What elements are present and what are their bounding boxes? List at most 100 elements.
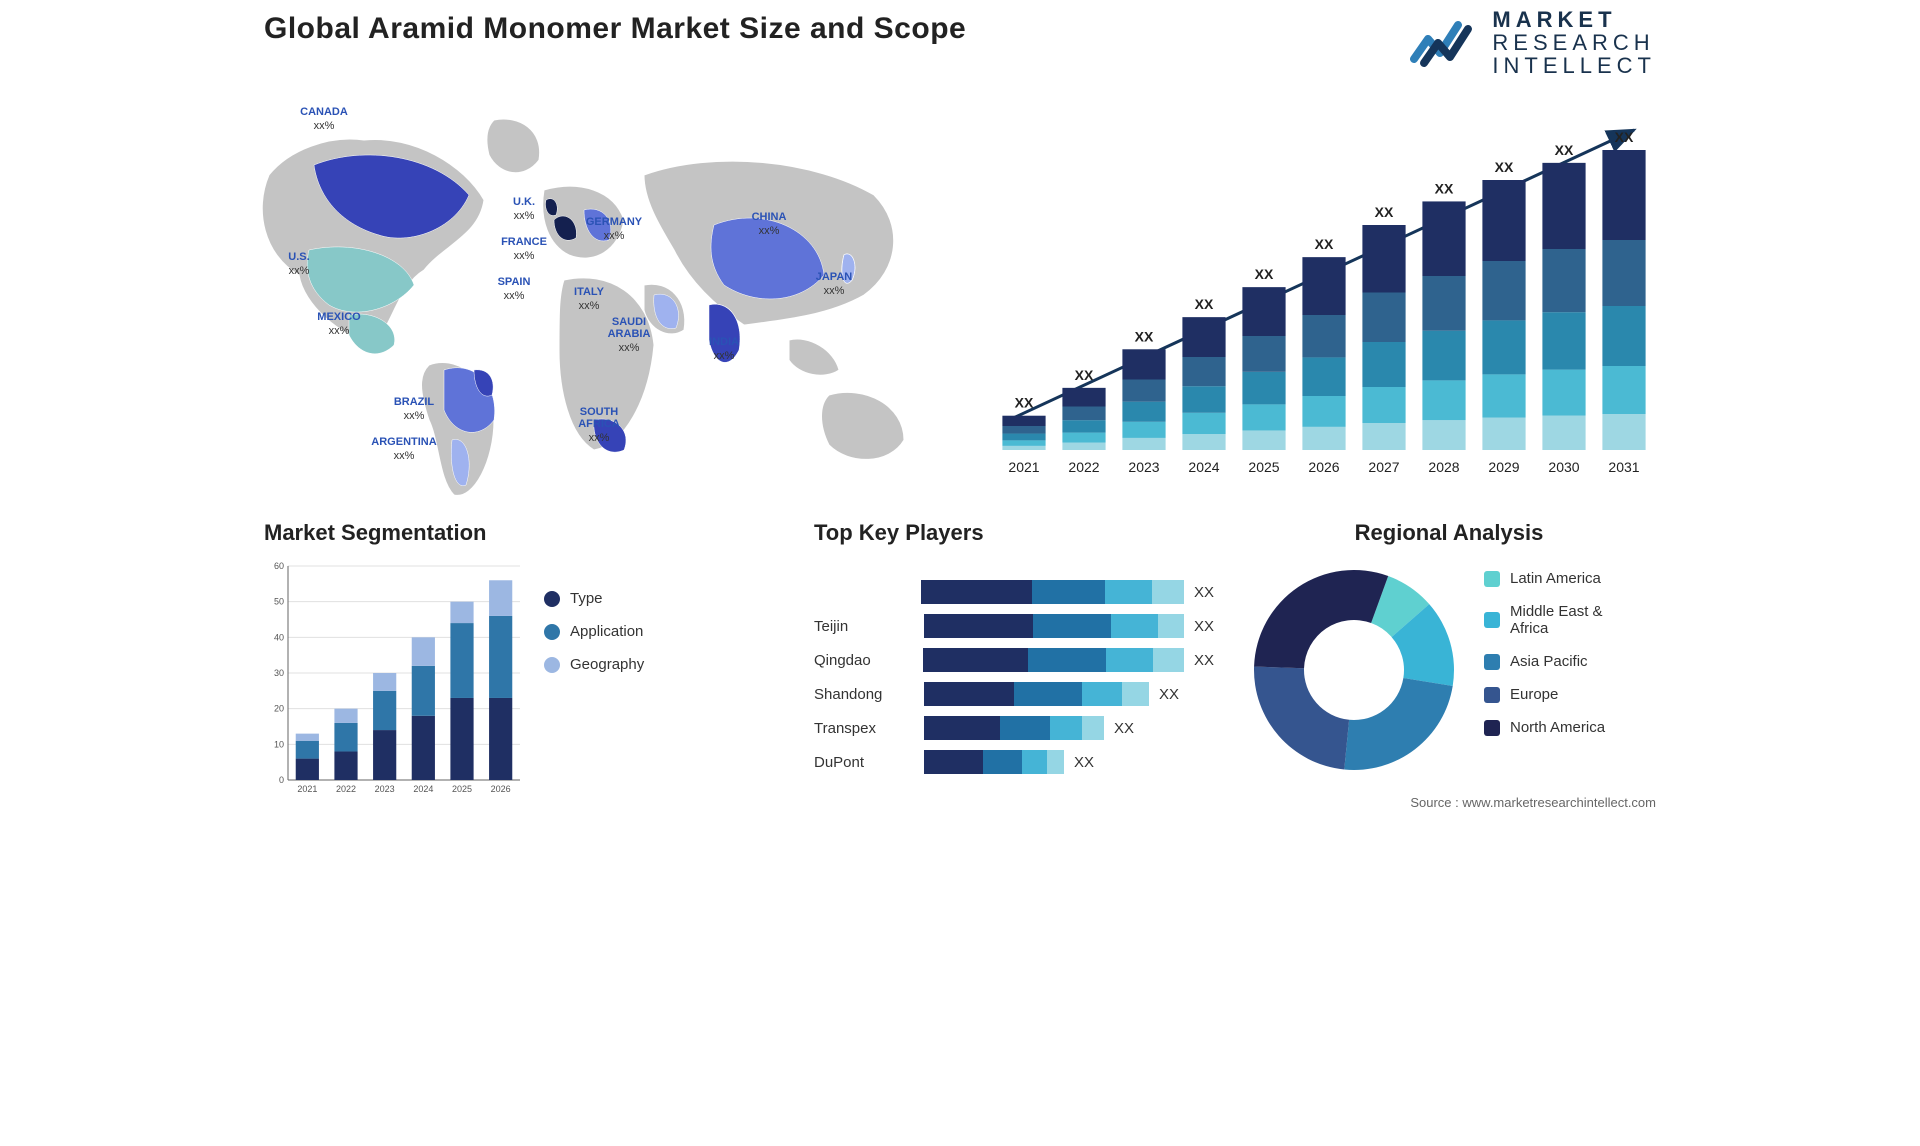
seg-bar-2025-application [450, 623, 473, 698]
legend-swatch [1484, 720, 1500, 736]
svg-text:CHINA: CHINA [752, 211, 787, 223]
svg-text:MEXICO: MEXICO [317, 311, 361, 323]
svg-text:XX: XX [1375, 204, 1394, 220]
growth-bar-2031-seg3 [1602, 240, 1645, 306]
svg-text:xx%: xx% [504, 290, 525, 302]
player-value: XX [1159, 686, 1179, 703]
svg-text:2024: 2024 [1188, 459, 1219, 475]
growth-bar-2022-seg3 [1062, 407, 1105, 421]
logo-line1: MARKET [1492, 8, 1656, 31]
regional-donut-svg [1244, 560, 1464, 780]
player-row-top: XX [814, 575, 1214, 609]
growth-bar-2025-seg1 [1242, 404, 1285, 430]
svg-text:xx%: xx% [289, 265, 310, 277]
svg-text:2026: 2026 [1308, 459, 1339, 475]
regional-legend-europe: Europe [1484, 686, 1605, 703]
legend-label: Type [570, 590, 603, 607]
svg-text:2022: 2022 [336, 784, 356, 794]
svg-text:SOUTH: SOUTH [580, 406, 619, 418]
svg-text:CANADA: CANADA [300, 106, 348, 118]
svg-text:XX: XX [1255, 266, 1274, 282]
svg-text:20: 20 [274, 704, 284, 714]
svg-text:2028: 2028 [1428, 459, 1459, 475]
svg-text:50: 50 [274, 597, 284, 607]
logo-icon [1410, 15, 1480, 71]
player-row-qingdao: QingdaoXX [814, 643, 1214, 677]
seg-bar-2022-application [334, 723, 357, 752]
growth-bar-2028-seg4 [1422, 201, 1465, 276]
legend-swatch [544, 591, 560, 607]
svg-text:XX: XX [1495, 159, 1514, 175]
growth-bar-2026-seg2 [1302, 357, 1345, 396]
donut-slice-north-america [1254, 570, 1388, 668]
seg-bar-2026-geography [489, 580, 512, 616]
growth-bar-2026-seg1 [1302, 396, 1345, 427]
logo-line3: INTELLECT [1492, 54, 1656, 77]
growth-bar-2029-seg4 [1482, 180, 1525, 261]
growth-bar-2029-seg1 [1482, 374, 1525, 417]
map-label-argentina: ARGENTINAxx% [371, 436, 436, 462]
svg-text:XX: XX [1195, 296, 1214, 312]
growth-bar-2029-seg2 [1482, 320, 1525, 374]
svg-text:XX: XX [1315, 236, 1334, 252]
growth-bar-2030-seg3 [1542, 249, 1585, 312]
growth-bar-2022-seg4 [1062, 388, 1105, 407]
player-value: XX [1074, 754, 1094, 771]
svg-text:INDIA: INDIA [709, 336, 739, 348]
growth-bar-2025-seg4 [1242, 287, 1285, 336]
map-label-france: FRANCExx% [501, 236, 547, 262]
legend-label: Asia Pacific [1510, 653, 1588, 670]
svg-text:xx%: xx% [824, 285, 845, 297]
svg-text:2021: 2021 [1008, 459, 1039, 475]
segmentation-legend-type: Type [544, 590, 644, 607]
key-players-title: Top Key Players [814, 520, 1214, 546]
player-name: Teijin [814, 618, 924, 635]
player-value: XX [1194, 652, 1214, 669]
world-map: CANADAxx%U.S.xx%MEXICOxx%BRAZILxx%ARGENT… [244, 80, 964, 500]
svg-text:XX: XX [1435, 180, 1454, 196]
legend-swatch [544, 657, 560, 673]
source-attribution: Source : www.marketresearchintellect.com [1410, 795, 1656, 810]
svg-text:10: 10 [274, 739, 284, 749]
growth-bar-2031-seg4 [1602, 150, 1645, 240]
seg-bar-2022-type [334, 751, 357, 780]
growth-bar-2026-seg3 [1302, 315, 1345, 357]
regional-legend-latin-america: Latin America [1484, 570, 1605, 587]
growth-bar-2026-seg4 [1302, 257, 1345, 315]
growth-bar-2027-seg0 [1362, 423, 1405, 450]
player-bar [923, 648, 1184, 672]
growth-bar-2023-seg1 [1122, 422, 1165, 438]
player-bar [921, 580, 1184, 604]
player-value: XX [1114, 720, 1134, 737]
seg-bar-2023-application [373, 691, 396, 730]
growth-bar-2027-seg3 [1362, 293, 1405, 343]
growth-bar-2025-seg3 [1242, 336, 1285, 372]
svg-text:U.K.: U.K. [513, 196, 535, 208]
growth-bar-2021-seg4 [1002, 416, 1045, 426]
growth-bar-2031-seg2 [1602, 306, 1645, 366]
seg-bar-2025-type [450, 698, 473, 780]
segmentation-chart-svg: 0102030405060202120222023202420252026 [264, 560, 524, 800]
seg-bar-2024-application [412, 666, 435, 716]
world-map-svg: CANADAxx%U.S.xx%MEXICOxx%BRAZILxx%ARGENT… [244, 80, 964, 500]
logo-text: MARKET RESEARCH INTELLECT [1492, 8, 1656, 77]
svg-text:XX: XX [1615, 129, 1634, 145]
growth-bar-2028-seg3 [1422, 276, 1465, 331]
svg-text:xx%: xx% [394, 450, 415, 462]
growth-bar-2029-seg3 [1482, 261, 1525, 320]
svg-text:2025: 2025 [452, 784, 472, 794]
growth-bar-2023-seg3 [1122, 380, 1165, 402]
svg-text:2025: 2025 [1248, 459, 1279, 475]
growth-bar-2031-seg1 [1602, 366, 1645, 414]
segmentation-legend: TypeApplicationGeography [544, 590, 644, 689]
growth-forecast-chart: XX2021XX2022XX2023XX2024XX2025XX2026XX20… [994, 100, 1654, 490]
page-title: Global Aramid Monomer Market Size and Sc… [264, 12, 966, 46]
growth-bar-2027-seg1 [1362, 387, 1405, 423]
donut-slice-europe [1254, 667, 1349, 770]
svg-text:xx%: xx% [579, 300, 600, 312]
brand-logo: MARKET RESEARCH INTELLECT [1410, 8, 1656, 77]
growth-bar-2026-seg0 [1302, 427, 1345, 450]
regional-section: Regional Analysis Latin AmericaMiddle Ea… [1234, 520, 1664, 546]
infographic-page: Global Aramid Monomer Market Size and Sc… [234, 0, 1686, 818]
segmentation-legend-geography: Geography [544, 656, 644, 673]
